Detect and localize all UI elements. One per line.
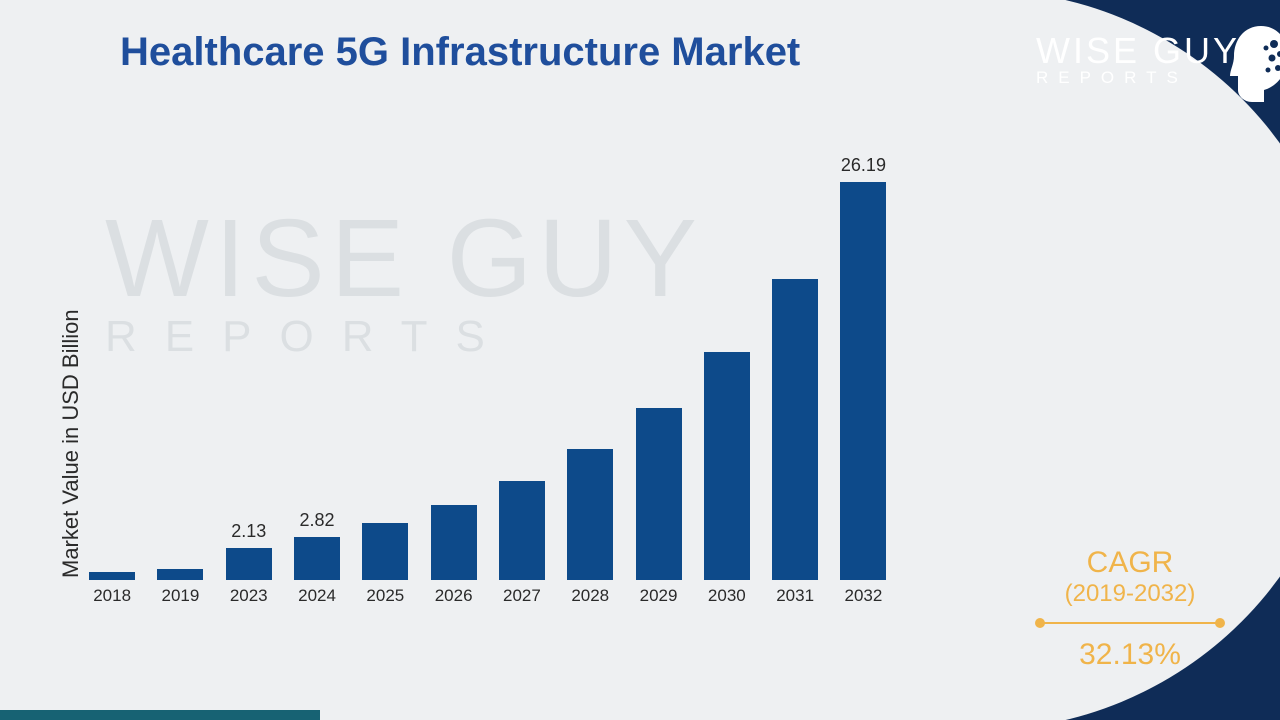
x-tick-label: 2028 (571, 586, 609, 606)
bar-group: 2027 (488, 170, 556, 580)
x-tick-label: 2024 (298, 586, 336, 606)
bar (499, 481, 545, 580)
bar-value-label: 2.13 (231, 521, 266, 542)
brand-logo: WISE GUY REPORTS (1036, 30, 1240, 88)
bar-group: 26.192032 (829, 170, 897, 580)
cagr-block: CAGR (2019-2032) 32.13% (980, 546, 1280, 672)
bar (636, 408, 682, 581)
bar-chart: 201820192.1320232.8220242025202620272028… (78, 170, 898, 580)
bar-group: 2030 (693, 170, 761, 580)
bar-group: 2029 (624, 170, 692, 580)
bar-group: 2018 (78, 170, 146, 580)
page-title: Healthcare 5G Infrastructure Market (120, 30, 800, 75)
bar (89, 572, 135, 580)
bar-group: 2019 (146, 170, 214, 580)
x-tick-label: 2032 (845, 586, 883, 606)
cagr-value: 32.13% (980, 638, 1280, 672)
bar-group: 2.132023 (215, 170, 283, 580)
bar-group: 2026 (420, 170, 488, 580)
bar-value-label: 26.19 (841, 155, 886, 176)
bar (840, 182, 886, 580)
bottom-accent-bar (0, 710, 320, 720)
bar-group: 2031 (761, 170, 829, 580)
x-tick-label: 2029 (640, 586, 678, 606)
cagr-years: (2019-2032) (980, 580, 1280, 608)
bar (772, 279, 818, 580)
bar (157, 569, 203, 580)
bar (704, 352, 750, 580)
bar-group: 2025 (351, 170, 419, 580)
bar (362, 523, 408, 580)
logo-line1: WISE GUY (1036, 30, 1240, 72)
bar (567, 449, 613, 580)
bar (226, 548, 272, 580)
x-tick-label: 2023 (230, 586, 268, 606)
x-tick-label: 2030 (708, 586, 746, 606)
stage: WISE GUY REPORTS Healthcare 5G Infrastru… (0, 0, 1280, 720)
bar-value-label: 2.82 (300, 510, 335, 531)
bars-container: 201820192.1320232.8220242025202620272028… (78, 170, 898, 580)
x-tick-label: 2026 (435, 586, 473, 606)
bar-group: 2028 (556, 170, 624, 580)
x-tick-label: 2025 (366, 586, 404, 606)
bar (294, 537, 340, 580)
x-tick-label: 2027 (503, 586, 541, 606)
x-tick-label: 2018 (93, 586, 131, 606)
cagr-divider (1040, 622, 1220, 624)
bar (431, 505, 477, 580)
bar-group: 2.822024 (283, 170, 351, 580)
head-icon (1226, 24, 1280, 104)
x-tick-label: 2031 (776, 586, 814, 606)
cagr-title: CAGR (980, 546, 1280, 580)
x-tick-label: 2019 (162, 586, 200, 606)
